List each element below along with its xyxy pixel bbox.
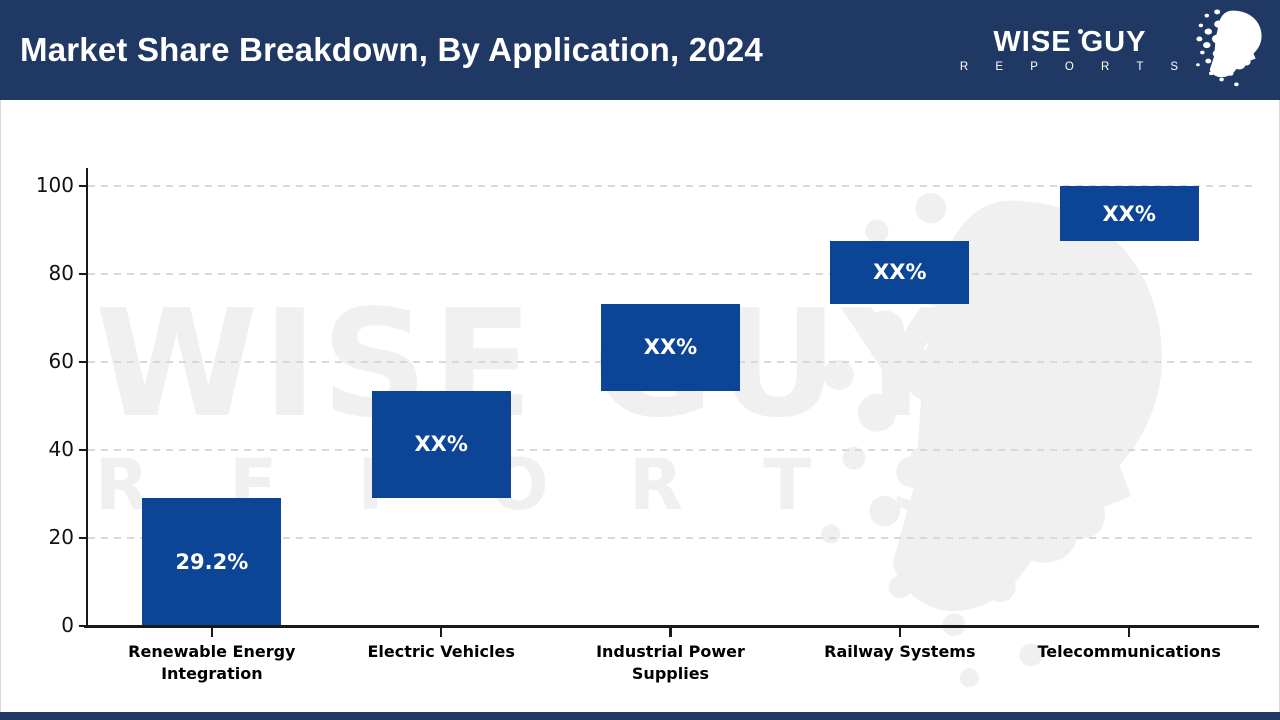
x-tick-mark [439, 628, 443, 637]
x-axis-line [84, 625, 1259, 628]
watermark-wordmark: WISE GUY [95, 278, 954, 450]
gridline [88, 449, 1253, 451]
y-tick-label: 60 [48, 349, 74, 373]
y-tick-label: 20 [48, 525, 74, 549]
y-tick-mark [79, 624, 88, 628]
y-tick-mark [79, 184, 88, 188]
y-tick-mark [79, 272, 88, 276]
x-category-label: Telecommunications [1037, 642, 1221, 661]
brand-face-icon [1196, 9, 1262, 87]
y-tick-mark [79, 536, 88, 540]
gridline [88, 273, 1253, 275]
brand-logo-text: WISE GUY R E P O R T S [950, 25, 1190, 73]
bar-value-label: 29.2% [175, 549, 249, 574]
y-tick-label: 100 [35, 173, 74, 197]
brand-logo: WISE GUY R E P O R T S [950, 7, 1266, 93]
logo-dot [1044, 31, 1049, 35]
y-tick-label: 0 [61, 613, 74, 637]
bar-value-label: XX% [873, 260, 927, 285]
footer-bar [0, 712, 1280, 720]
page-title: Market Share Breakdown, By Application, … [20, 31, 763, 68]
bar: XX% [1059, 186, 1199, 241]
logo-dot [1077, 29, 1083, 34]
x-tick-mark [898, 628, 902, 637]
y-tick-mark [79, 360, 88, 364]
bar: XX% [830, 241, 970, 304]
gridline [88, 537, 1253, 539]
x-tick-mark [210, 628, 214, 637]
gridline [88, 185, 1253, 187]
y-tick-label: 80 [48, 261, 74, 285]
y-tick-mark [79, 448, 88, 452]
x-category-label: Renewable Energy Integration [128, 642, 296, 683]
y-tick-label: 40 [48, 437, 74, 461]
bar-value-label: XX% [643, 335, 698, 360]
x-tick-mark [1127, 628, 1131, 637]
x-tick-mark [669, 628, 672, 637]
bar: XX% [371, 390, 511, 498]
bar-value-label: XX% [1102, 201, 1156, 226]
bar-value-label: XX% [414, 432, 468, 457]
y-axis-line [85, 168, 88, 628]
bar: XX% [601, 303, 740, 391]
x-category-label: Electric Vehicles [367, 642, 515, 661]
x-category-label: Railway Systems [824, 642, 976, 661]
brand-subtext: R E P O R T S [959, 60, 1190, 73]
brand-wordmark: WISE GUY [993, 25, 1147, 58]
bar: 29.2% [142, 497, 282, 626]
header-banner: Market Share Breakdown, By Application, … [0, 0, 1280, 100]
x-category-label: Industrial Power Supplies [596, 642, 745, 683]
